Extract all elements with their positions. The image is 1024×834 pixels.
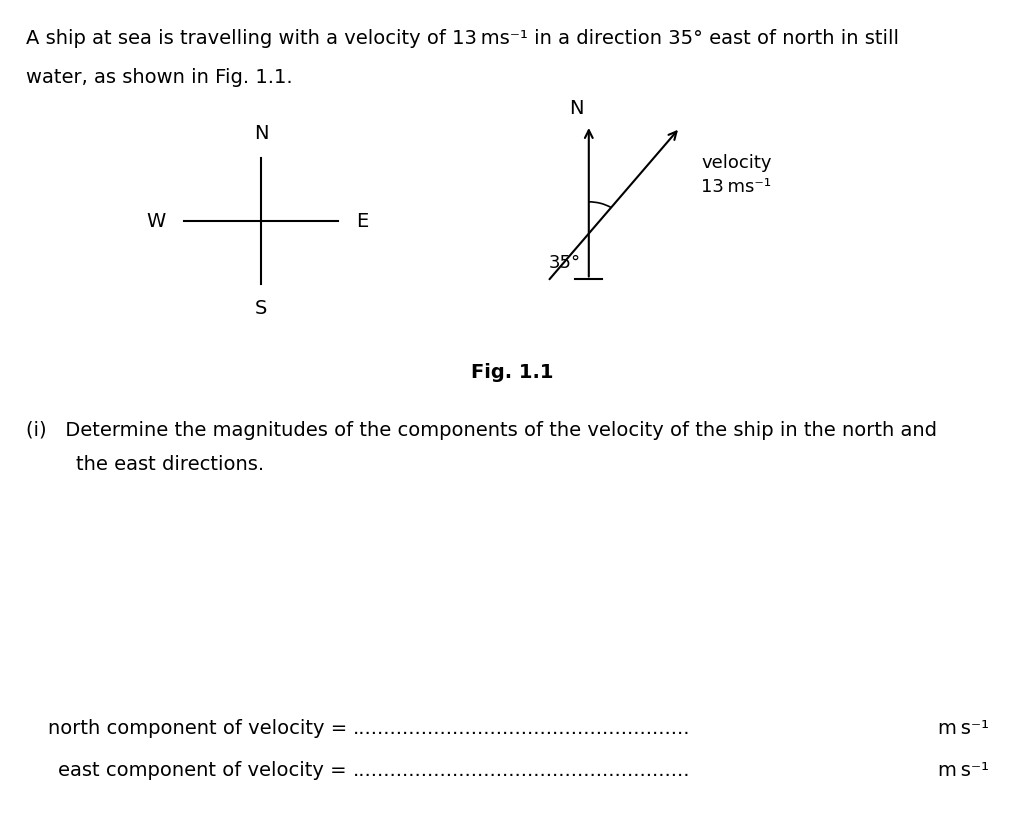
Text: m s⁻¹: m s⁻¹	[938, 761, 989, 780]
Text: E: E	[356, 212, 369, 230]
Text: ......................................................: ........................................…	[353, 720, 691, 738]
Text: Fig. 1.1: Fig. 1.1	[471, 363, 553, 382]
Text: north component of velocity =: north component of velocity =	[48, 720, 353, 738]
Text: the east directions.: the east directions.	[26, 455, 264, 474]
Text: A ship at sea is travelling with a velocity of 13 ms⁻¹ in a direction 35° east o: A ship at sea is travelling with a veloc…	[26, 29, 899, 48]
Text: velocity
13 ms⁻¹: velocity 13 ms⁻¹	[701, 154, 772, 196]
Text: N: N	[569, 99, 584, 118]
Text: water, as shown in Fig. 1.1.: water, as shown in Fig. 1.1.	[26, 68, 292, 88]
Text: ......................................................: ........................................…	[353, 761, 691, 780]
Text: m s⁻¹: m s⁻¹	[938, 720, 989, 738]
Text: W: W	[146, 212, 166, 230]
Text: east component of velocity =: east component of velocity =	[58, 761, 353, 780]
Text: (i)   Determine the magnitudes of the components of the velocity of the ship in : (i) Determine the magnitudes of the comp…	[26, 421, 937, 440]
Text: S: S	[255, 299, 267, 318]
Text: 35°: 35°	[549, 254, 581, 273]
Text: N: N	[254, 124, 268, 143]
